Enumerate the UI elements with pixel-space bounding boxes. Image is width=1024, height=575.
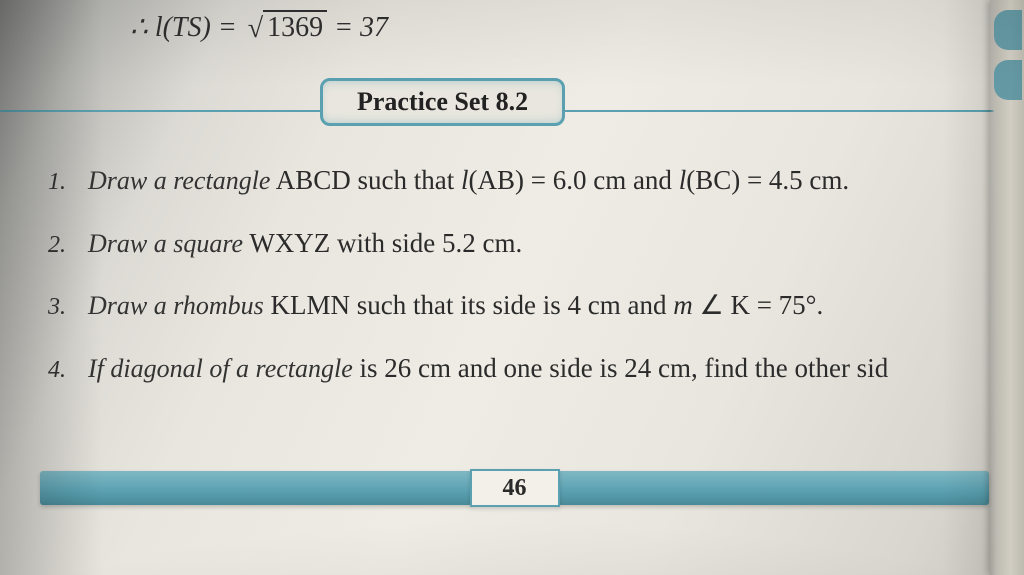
question-instruction: Draw a rhombus (88, 291, 264, 320)
question-body: WXYZ with side 5.2 cm. (243, 228, 522, 258)
question-number: 2. (48, 227, 88, 263)
question-text: Draw a rectangle ABCD such that l(AB) = … (88, 160, 1004, 201)
question-text: Draw a rhombus KLMN such that its side i… (88, 285, 1004, 326)
question-number: 1. (48, 164, 88, 200)
question-item: 1.Draw a rectangle ABCD such that l(AB) … (48, 160, 1004, 201)
question-body: ABCD such that l(AB) = 6.0 cm and l(BC) … (270, 165, 849, 195)
question-instruction: If diagonal of a rectangle (88, 354, 353, 383)
edge-tab (994, 10, 1022, 50)
question-text: If diagonal of a rectangle is 26 cm and … (88, 348, 1004, 389)
pagebar-right (558, 471, 990, 505)
practice-set-title: Practice Set 8.2 (320, 78, 565, 126)
question-text: Draw a square WXYZ with side 5.2 cm. (88, 223, 1004, 264)
question-number: 3. (48, 289, 88, 325)
page-number: 46 (470, 469, 560, 507)
question-item: 3.Draw a rhombus KLMN such that its side… (48, 285, 1004, 326)
section-banner: Practice Set 8.2 (0, 72, 994, 132)
question-item: 4.If diagonal of a rectangle is 26 cm an… (48, 348, 1004, 389)
question-instruction: Draw a rectangle (88, 166, 270, 195)
edge-tab (994, 60, 1022, 100)
question-body: KLMN such that its side is 4 cm and m ∠ … (264, 290, 823, 320)
question-number: 4. (48, 352, 88, 388)
next-page-edge (990, 0, 1024, 575)
question-instruction: Draw a square (88, 229, 243, 258)
question-list: 1.Draw a rectangle ABCD such that l(AB) … (48, 160, 1004, 410)
question-item: 2.Draw a square WXYZ with side 5.2 cm. (48, 223, 1004, 264)
worked-equation: ∴ l(TS) = 1369 = 37 (130, 10, 388, 44)
question-body: is 26 cm and one side is 24 cm, find the… (353, 353, 888, 383)
page-number-bar: 46 (40, 471, 989, 505)
pagebar-left (40, 471, 472, 505)
